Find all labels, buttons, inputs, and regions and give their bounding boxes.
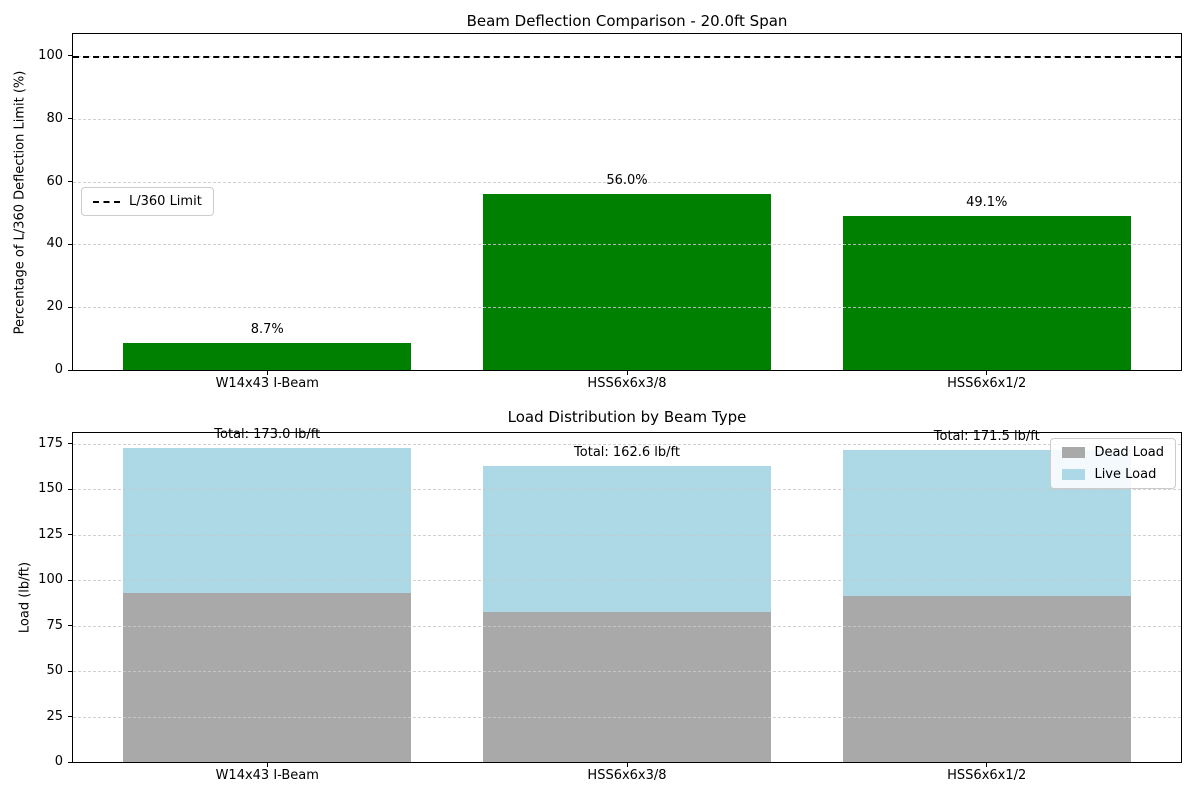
deflection-chart-axes: L/360 Limit 0 20 40 60 80 100 8.7% W14x43 I-Bea… (38, 33, 1182, 391)
legend-entry-dead-load: Dead Load (1062, 445, 1164, 460)
y-tick-label: 50 (46, 663, 63, 679)
y-tick-label: 125 (38, 526, 63, 542)
y-tick-mark (68, 55, 72, 57)
deflection-chart-title: Beam Deflection Comparison - 20.0ft Span (466, 12, 788, 30)
y-tick-label: 100 (38, 572, 63, 588)
legend-entry-l360-limit: L/360 Limit (93, 194, 202, 209)
y-tick-mark (68, 488, 72, 490)
load-chart-axes: Dead Load Live Load 0 25 50 75 100 125 150 175 T… (38, 427, 1182, 783)
gridline (73, 181, 1181, 183)
y-tick-label: 60 (46, 173, 63, 189)
legend-label: Live Load (1094, 467, 1157, 482)
y-tick-label: 0 (54, 754, 63, 769)
gridline (73, 118, 1181, 120)
gridline (73, 671, 1181, 673)
dead-load-segment-hss6x6x1-2 (842, 595, 1131, 762)
y-tick-mark (68, 579, 72, 581)
gridline (73, 580, 1181, 582)
dead-load-segment-w14x43-i-beam (123, 592, 412, 762)
x-tick-label: HSS6x6x1/2 (947, 768, 1027, 783)
x-tick-label: W14x43 I-Beam (215, 376, 319, 391)
y-tick-mark (68, 369, 72, 371)
y-tick-label: 20 (46, 299, 63, 315)
bar-value-label: 8.7% (250, 321, 284, 337)
y-tick-mark (68, 118, 72, 120)
x-tick-label: HSS6x6x3/8 (587, 768, 667, 783)
x-tick-mark (626, 763, 628, 767)
x-tick-mark (266, 371, 268, 375)
y-tick-mark (68, 534, 72, 536)
gridline (73, 244, 1181, 246)
bar-hss6x6x1-2 (842, 215, 1131, 370)
x-tick-label: HSS6x6x1/2 (947, 376, 1027, 391)
x-tick-mark (986, 371, 988, 375)
total-label: Total: 173.0 lb/ft (214, 426, 321, 442)
y-tick-mark (68, 306, 72, 308)
bar-value-label: 49.1% (966, 194, 1008, 210)
y-tick-mark (68, 443, 72, 445)
y-tick-label: 0 (54, 362, 63, 377)
gridline (73, 534, 1181, 536)
gridline (73, 307, 1181, 309)
dead-load-swatch (1062, 447, 1086, 458)
y-tick-mark (68, 716, 72, 718)
l360-limit-line (73, 55, 1181, 58)
live-load-segment-w14x43-i-beam (123, 447, 412, 593)
legend-label: L/360 Limit (129, 194, 202, 209)
live-load-swatch (1062, 469, 1086, 480)
y-tick-label: 175 (38, 435, 63, 451)
bar-value-label: 56.0% (606, 173, 648, 189)
y-tick-mark (68, 670, 72, 672)
y-tick-label: 40 (46, 236, 63, 252)
total-label: Total: 171.5 lb/ft (933, 429, 1040, 445)
gridline (73, 625, 1181, 627)
x-tick-label: HSS6x6x3/8 (587, 376, 667, 391)
legend-label: Dead Load (1094, 445, 1164, 460)
bar-hss6x6x3-8 (483, 194, 771, 370)
total-label: Total: 162.6 lb/ft (574, 445, 680, 461)
x-tick-mark (266, 763, 268, 767)
y-tick-label: 80 (46, 110, 63, 126)
gridline (73, 716, 1181, 718)
y-tick-label: 100 (38, 47, 63, 63)
x-tick-mark (626, 371, 628, 375)
x-tick-mark (986, 763, 988, 767)
y-tick-label: 75 (46, 617, 63, 633)
y-tick-mark (68, 243, 72, 245)
deflection-chart-legend: L/360 Limit (81, 187, 214, 216)
x-tick-label: W14x43 I-Beam (215, 768, 319, 783)
y-tick-mark (68, 181, 72, 183)
dead-load-segment-hss6x6x3-8 (483, 611, 771, 762)
load-chart-title: Load Distribution by Beam Type (507, 408, 747, 426)
load-chart-legend: Dead Load Live Load (1050, 438, 1176, 489)
legend-entry-live-load: Live Load (1062, 467, 1164, 482)
l360-limit-line-swatch (93, 200, 120, 203)
y-tick-mark (68, 625, 72, 627)
y-tick-label: 150 (38, 481, 63, 497)
gridline (73, 443, 1181, 445)
y-tick-label: 25 (46, 708, 63, 724)
y-tick-mark (68, 761, 72, 763)
gridline (73, 489, 1181, 491)
live-load-segment-hss6x6x3-8 (483, 466, 771, 612)
bar-w14x43-i-beam (123, 342, 412, 370)
